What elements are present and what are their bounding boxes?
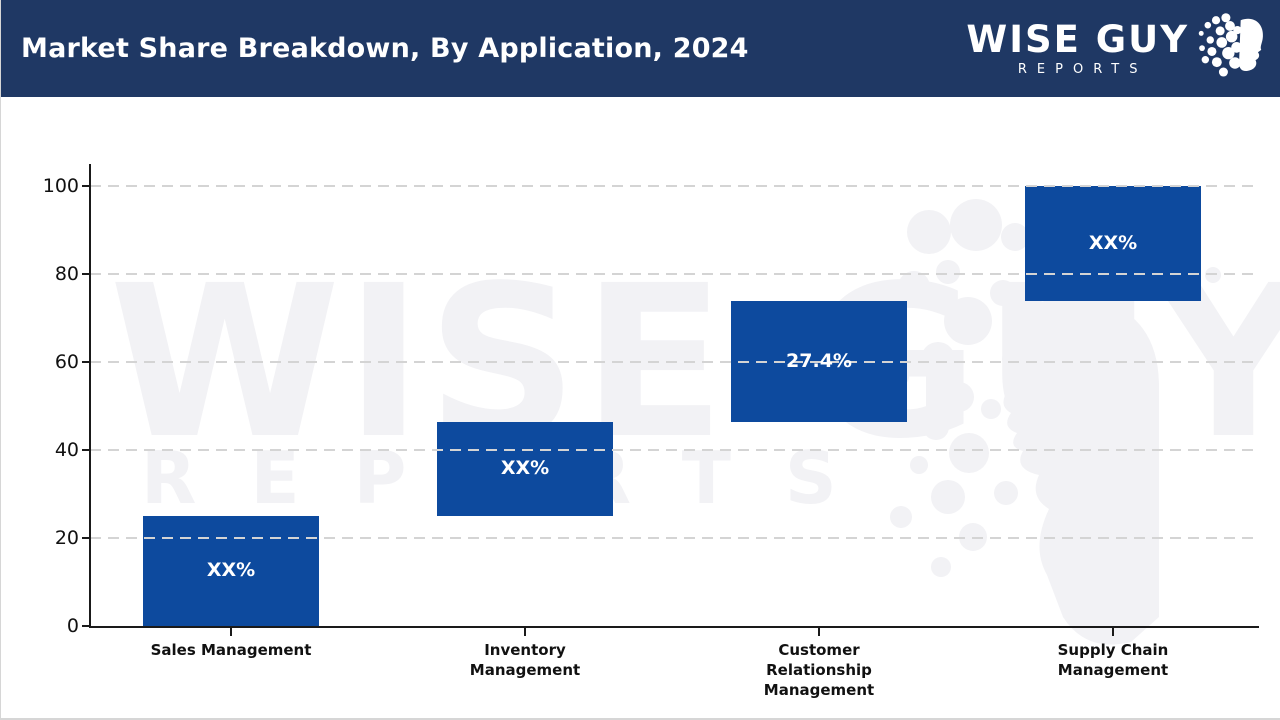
brand-wordmark: WISE GUY REPORTS [966, 18, 1189, 78]
bar-2 [437, 421, 613, 516]
logo-line2: REPORTS [1017, 62, 1148, 77]
y-tick-60 [82, 361, 90, 363]
y-tick-80 [82, 273, 90, 275]
x-axis-spine [89, 626, 1259, 628]
y-tick-label-0: 0 [66, 615, 79, 637]
bar-value-label: XX% [1088, 231, 1138, 254]
y-tick-label-20: 20 [54, 527, 79, 549]
x-tick-4 [1112, 628, 1114, 636]
bar-value-label: 27.4% [786, 349, 852, 372]
x-tick-1 [230, 628, 232, 636]
x-category-label-line: Management [763, 681, 875, 699]
x-category-label-line: Management [1057, 661, 1169, 679]
x-category-label: Inventory Management [405, 640, 645, 680]
y-tick-label-80: 80 [54, 263, 79, 285]
x-category-label: Supply Chain Management [993, 640, 1233, 680]
x-tick-3 [818, 628, 820, 636]
gridline-80 [90, 273, 1259, 275]
y-tick-100 [82, 185, 90, 187]
gridline-40 [90, 449, 1259, 451]
bar-value-label: XX% [500, 456, 550, 479]
x-category-label-line: Sales Management [150, 641, 312, 659]
x-tick-2 [524, 628, 526, 636]
gridline-60 [90, 361, 1259, 363]
x-category-label: Sales Management [111, 640, 351, 660]
y-axis-spine [89, 164, 91, 628]
x-category-label-line: Customer [778, 641, 860, 659]
x-category-label-line: Management [469, 661, 581, 679]
chart-title: Market Share Breakdown, By Application, … [21, 33, 749, 64]
y-tick-label-40: 40 [54, 439, 79, 461]
x-category-label-line: Supply Chain [1057, 641, 1169, 659]
bar-4 [1025, 186, 1201, 302]
bar-1 [143, 516, 319, 626]
y-tick-0 [82, 625, 90, 627]
y-tick-40 [82, 449, 90, 451]
face-profile-dots-icon [1198, 13, 1263, 77]
brand-logo: WISE GUY REPORTS [966, 6, 1267, 92]
y-tick-label-100: 100 [42, 175, 79, 197]
x-category-label-line: Inventory [484, 641, 566, 659]
chart-area: WISE GUY REPORTS XX%XX%27.4%XX%020406080… [1, 97, 1280, 718]
bar-value-label: XX% [206, 559, 256, 581]
logo-line1: WISE GUY [966, 18, 1189, 61]
x-category-label-line: Relationship [766, 661, 872, 679]
y-tick-label-60: 60 [54, 351, 79, 373]
header-banner: Market Share Breakdown, By Application, … [1, 0, 1280, 97]
gridline-100 [90, 185, 1259, 187]
gridline-20 [90, 537, 1259, 539]
x-category-label: Customer Relationship Management [699, 640, 939, 700]
y-tick-20 [82, 537, 90, 539]
